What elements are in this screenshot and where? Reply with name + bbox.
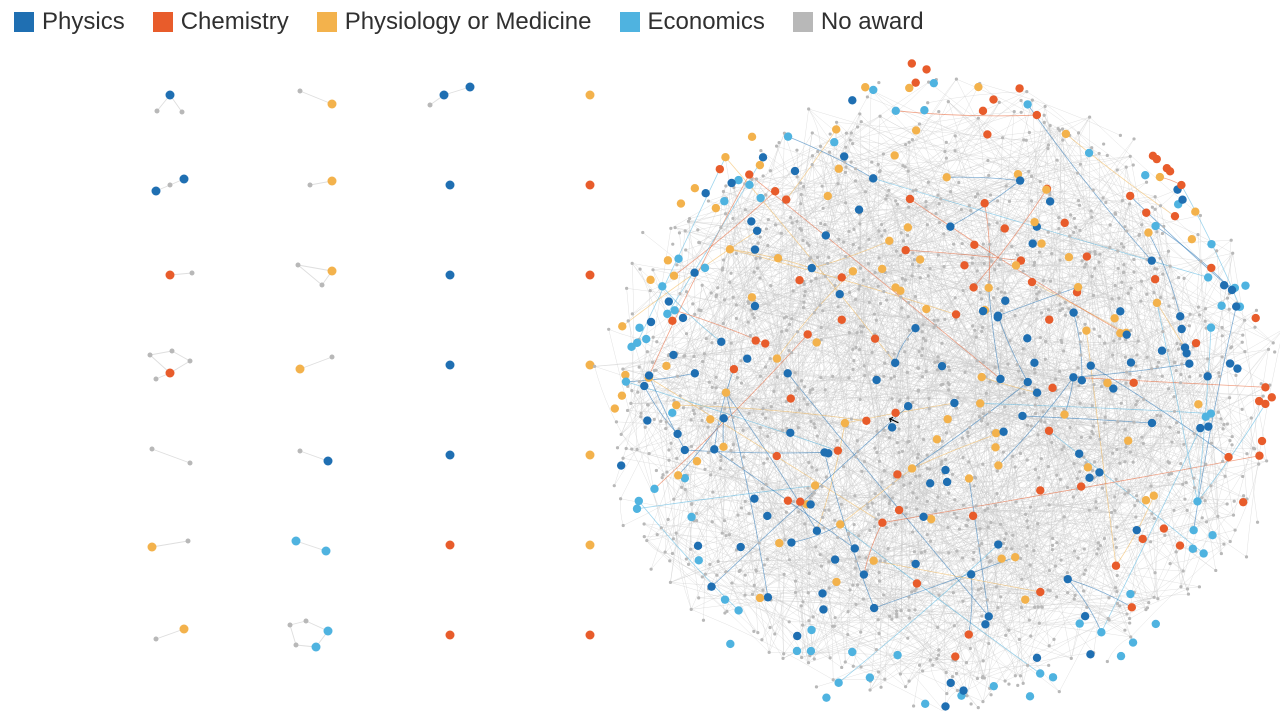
giant-edges [595,79,1280,711]
network-graph [0,0,1280,711]
small-clusters [148,83,595,652]
